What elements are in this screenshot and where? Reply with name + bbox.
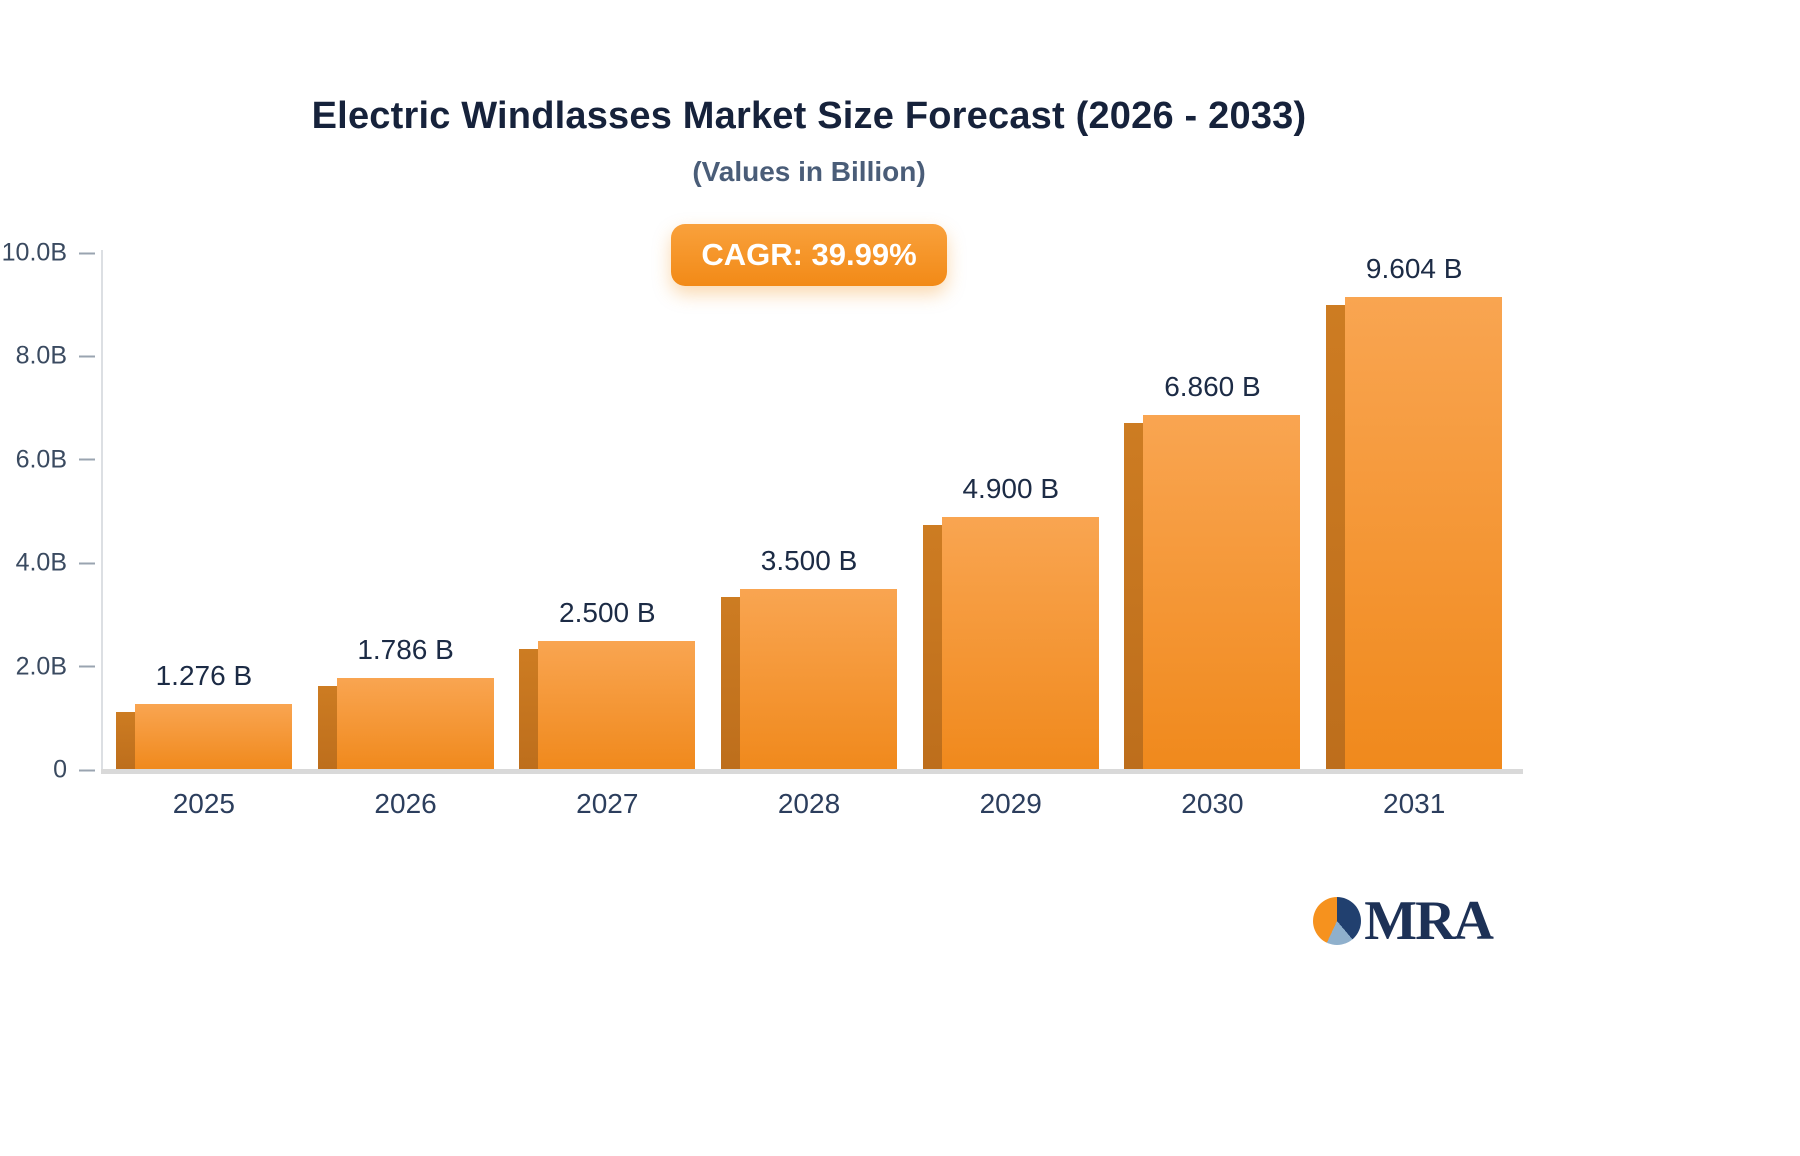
y-tick: 8.0B [3,342,103,371]
x-axis-label: 2027 [576,788,639,819]
logo-text: MRA [1364,890,1494,952]
y-tick-mark [79,769,95,771]
y-tick-mark [79,252,95,254]
bar-value-label: 9.604 B [1365,253,1463,284]
bar [922,516,1099,770]
bar-value-label: 2.500 B [559,596,656,628]
bar [317,677,494,770]
y-tick: 2.0B [3,652,103,681]
y-tick-label: 10.0B [1,238,67,267]
bar-slot: 1.786 B [305,253,507,770]
y-tick: 4.0B [3,549,103,578]
x-axis-label: 2031 [1383,788,1446,819]
bar-front-face [538,640,696,770]
bar [1326,297,1503,770]
bar-side-face [115,712,135,770]
bar-value-label: 4.900 B [962,472,1059,504]
bar-side-face [922,524,942,770]
y-tick-label: 0 [53,755,67,784]
bar-side-face [519,648,539,770]
bar-slot: 1.276 B [103,253,305,770]
y-tick-label: 2.0B [15,652,67,681]
y-tick: 6.0B [3,445,103,474]
bar-value-label: 1.276 B [155,660,253,692]
bar-slot: 2.500 B [506,253,708,770]
bar-front-face [1143,415,1301,770]
x-axis-label: 2028 [777,788,841,819]
bar-chart: 0 2.0B 4.0B 6.0B 8.0B 10.0B 1.276 B 1.786 B 2.5… [2,239,1523,819]
x-axis-label: 2029 [979,788,1042,819]
plot-area: 1.276 B 1.786 B 2.500 B 3.500 B 4.900 B 6.860… [103,253,1515,770]
y-tick-mark [79,562,95,565]
bar [519,640,696,770]
y-tick-label: 8.0B [15,341,67,370]
bar [1124,415,1301,770]
bar-front-face [740,589,898,770]
bar-side-face [317,685,337,770]
y-tick-label: 6.0B [15,445,67,474]
x-axis-label: 2030 [1181,788,1244,819]
bar-slot: 9.604 B [1313,253,1515,770]
x-axis: 2025 2026 2027 2028 2029 2030 2031 [103,788,1515,820]
bar-front-face [134,704,292,770]
bar [115,704,292,770]
y-tick: 0 [3,756,103,785]
bar-front-face [1345,297,1503,770]
bar-value-label: 1.786 B [357,633,454,665]
bar-front-face [941,516,1099,770]
bar-side-face [721,597,741,770]
bar-value-label: 6.860 B [1164,371,1261,403]
chart-header: Electric Windlasses Market Size Forecast… [103,0,1515,188]
bar-front-face [336,677,494,770]
y-tick: 10.0B [2,239,103,268]
chart-subtitle: (Values in Billion) [692,156,926,187]
bar-slot: 3.500 B [708,253,910,770]
bar [721,589,898,770]
bar-side-face [1124,423,1144,770]
y-tick-mark [79,355,95,358]
y-tick-mark [79,665,95,668]
y-tick-mark [79,458,95,461]
bar-slot: 6.860 B [1112,253,1314,770]
chart-title: Electric Windlasses Market Size Forecast… [311,95,1307,137]
badge-row: CAGR: 39.99% [103,224,1515,286]
cagr-badge: CAGR: 39.99% [671,224,947,286]
bar-slot: 4.900 B [910,253,1112,770]
x-axis-label: 2025 [172,788,235,819]
x-axis-label: 2026 [374,788,437,819]
bar-value-label: 3.500 B [760,545,858,577]
brand-logo: MRA [1313,890,1494,952]
bar-side-face [1326,305,1346,770]
y-tick-label: 4.0B [15,548,67,577]
pie-logo-icon [1313,897,1362,945]
